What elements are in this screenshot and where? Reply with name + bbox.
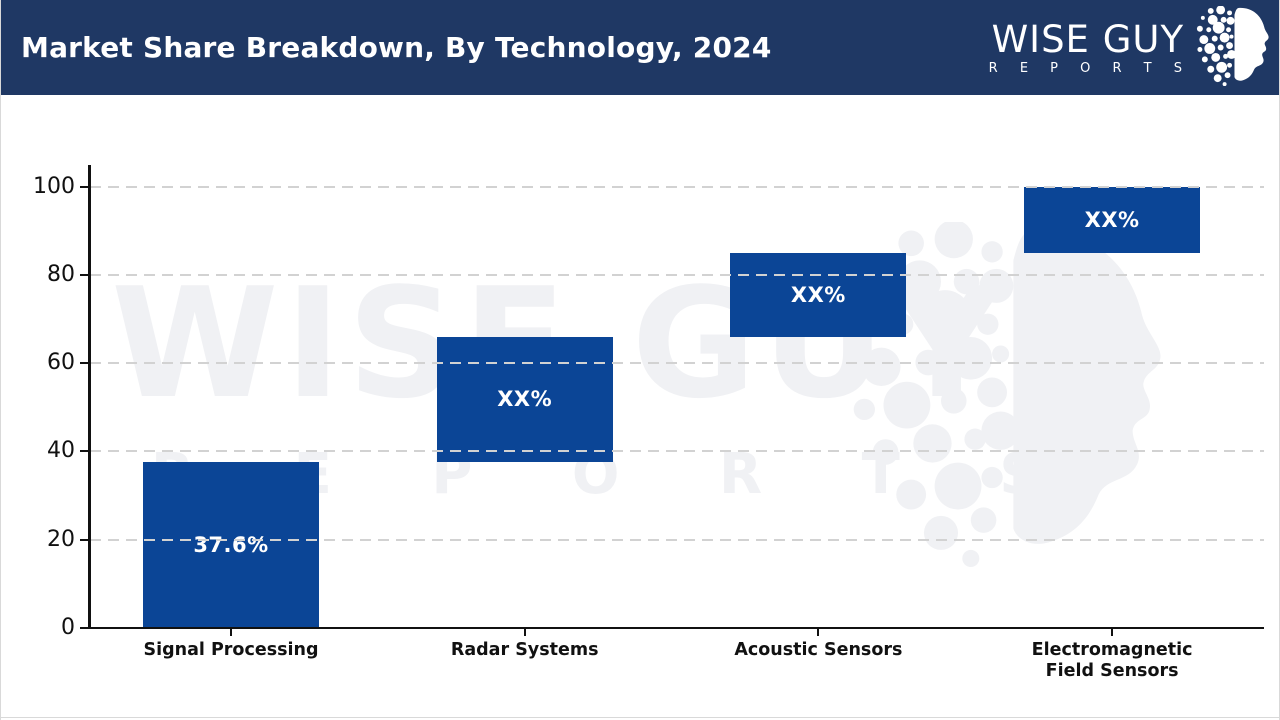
y-tick-mark (80, 185, 88, 188)
bar-value-label: XX% (1084, 207, 1140, 232)
bar-segment: XX% (1024, 186, 1201, 253)
bar-value-label: XX% (790, 282, 846, 307)
gridline-y20 (90, 538, 1264, 541)
x-tick-mark (230, 629, 232, 636)
category-label: Electromagnetic Field Sensors (1031, 640, 1193, 681)
category-label: Radar Systems (450, 640, 599, 660)
x-axis-line (88, 626, 1264, 629)
bar-value-label: XX% (497, 387, 553, 412)
y-tick-label: 60 (47, 350, 75, 376)
logo-subtitle: R E P O R T S (988, 61, 1191, 76)
y-tick-label: 100 (33, 173, 75, 199)
x-tick-mark (817, 629, 820, 636)
header-bar: Market Share Breakdown, By Technology, 2… (1, 0, 1279, 95)
bar-segment: XX% (730, 252, 907, 337)
logo-wordmark: WISE GUY (991, 18, 1185, 61)
y-tick-label: 40 (47, 438, 75, 464)
y-tick-mark (80, 450, 88, 453)
x-tick-mark (1111, 629, 1114, 636)
chart-title: Market Share Breakdown, By Technology, 2… (21, 31, 772, 64)
bar-segment: 37.6% (143, 461, 319, 628)
bottom-border (1, 717, 1279, 718)
y-tick-mark (80, 362, 88, 365)
logo-head-icon (1196, 6, 1269, 87)
gridline-y60 (90, 362, 1264, 365)
y-tick-label: 80 (47, 261, 75, 287)
logo-text: WISE GUY R E P O R T S (985, 21, 1191, 75)
y-tick-mark (80, 538, 88, 541)
y-tick-label: 20 (47, 526, 75, 552)
bar-segment: XX% (436, 336, 613, 462)
bar-value-label: 37.6% (193, 532, 269, 557)
gridline-y80 (90, 273, 1264, 276)
y-axis-line (88, 165, 91, 628)
y-tick-mark (80, 273, 88, 276)
x-tick-mark (523, 629, 526, 636)
y-tick-label: 0 (61, 615, 75, 640)
category-label: Signal Processing (143, 640, 319, 660)
wise-guy-logo: WISE GUY R E P O R T S (985, 4, 1271, 92)
category-label: Acoustic Sensors (734, 640, 903, 660)
y-tick-mark (80, 627, 88, 629)
gridline-y100 (90, 185, 1264, 188)
gridline-y40 (90, 450, 1264, 453)
